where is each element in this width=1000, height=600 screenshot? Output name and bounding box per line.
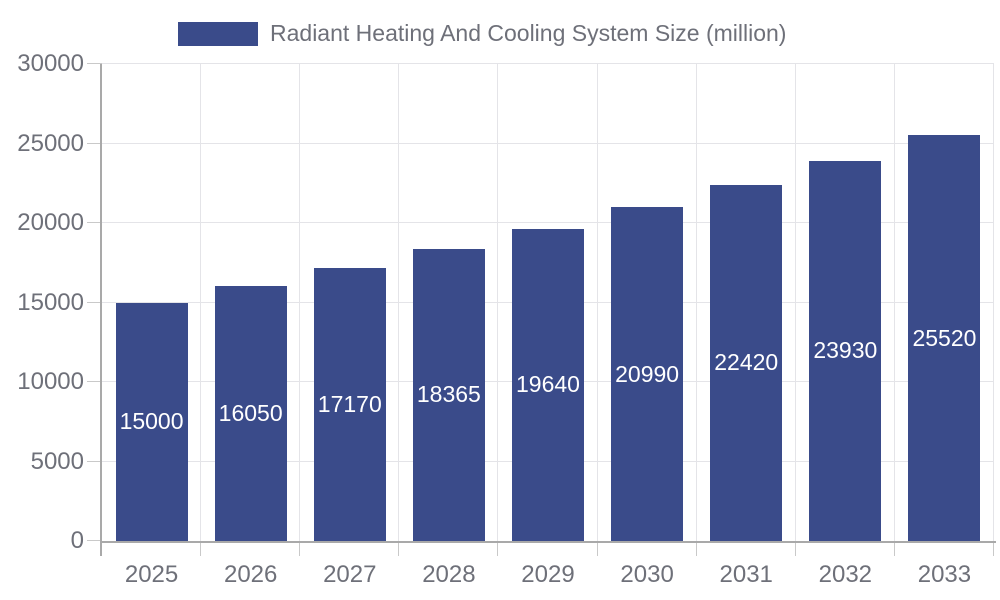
bar-2030[interactable]: 20990 [611, 207, 684, 541]
y-axis-label: 10000 [17, 368, 84, 395]
y-axis-tick [87, 63, 102, 64]
bar-2029[interactable]: 19640 [512, 228, 584, 541]
x-axis-tick [893, 541, 895, 556]
x-axis-label: 2028 [422, 561, 476, 588]
bar-2027[interactable]: 17170 [313, 267, 386, 541]
x-axis-label: 2033 [917, 561, 972, 588]
x-axis-tick [695, 541, 697, 556]
bar-2025[interactable]: 15000 [115, 302, 188, 541]
bar-2028[interactable]: 18365 [412, 248, 485, 541]
bar-value-label: 18365 [416, 381, 481, 408]
x-axis-tick [993, 541, 994, 556]
y-axis-line [100, 64, 102, 556]
bar-value-label: 20990 [615, 360, 680, 387]
bar-value-label: 16050 [218, 399, 283, 426]
x-axis-label: 2027 [323, 561, 377, 588]
h-gridline [102, 63, 994, 64]
y-axis-tick [87, 142, 102, 144]
bar-value-label: 19640 [516, 371, 580, 398]
x-axis-tick [497, 541, 499, 556]
bar-value-label: 15000 [119, 408, 184, 435]
plot-area: 0 5000 10000 15000 20000 25000 30000 2025 2026 20… [17, 52, 996, 587]
bar-2033[interactable]: 25520 [908, 135, 981, 541]
v-gridline [993, 64, 994, 541]
v-gridline [497, 64, 499, 541]
x-axis-label: 2025 [124, 561, 179, 588]
y-axis-tick [87, 222, 102, 223]
y-axis-label: 30000 [17, 50, 84, 77]
x-axis-label: 2031 [719, 561, 773, 588]
bar-2026[interactable]: 16050 [214, 285, 287, 541]
y-axis-label: 15000 [17, 288, 84, 316]
x-axis-tick [101, 541, 102, 556]
y-axis-tick [87, 460, 102, 462]
legend-item[interactable]: Radiant Heating And Cooling System Size … [178, 20, 786, 47]
y-axis-label: 20000 [17, 209, 84, 236]
bar-2031[interactable]: 22420 [710, 184, 783, 541]
v-gridline [695, 64, 697, 541]
y-axis-label: 25000 [17, 129, 84, 157]
legend-label: Radiant Heating And Cooling System Size … [270, 20, 787, 46]
bar-value-label: 25520 [912, 324, 977, 351]
h-gridline [102, 142, 994, 144]
bar-value-label: 23930 [813, 337, 878, 364]
v-gridline [200, 64, 202, 541]
x-axis-label: 2026 [223, 561, 278, 588]
v-gridline [893, 64, 895, 541]
v-gridline [794, 64, 796, 541]
x-axis-tick [200, 541, 202, 556]
y-axis-tick [87, 381, 102, 382]
v-gridline [299, 64, 301, 541]
legend-swatch [178, 21, 258, 46]
x-axis-tick [398, 541, 400, 556]
v-gridline [596, 64, 598, 541]
x-axis-tick [299, 541, 301, 556]
x-axis-label: 2030 [620, 561, 674, 588]
bar-value-label: 17170 [317, 390, 382, 417]
bar-value-label: 22420 [714, 349, 779, 376]
x-axis-label: 2032 [818, 561, 873, 588]
bar-2032[interactable]: 23930 [809, 160, 882, 541]
y-axis-tick [87, 301, 102, 303]
x-axis-line [100, 541, 996, 543]
y-axis-label: 0 [70, 527, 84, 554]
x-axis-tick [596, 541, 598, 556]
y-axis-label: 5000 [30, 447, 84, 475]
v-gridline [398, 64, 400, 541]
y-axis-tick [87, 540, 102, 541]
x-axis-tick [794, 541, 796, 556]
x-axis-label: 2029 [521, 561, 575, 588]
